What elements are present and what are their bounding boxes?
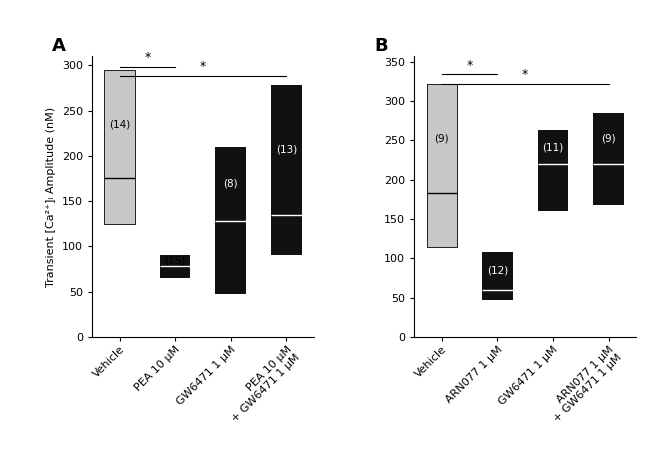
Text: (15): (15) <box>165 256 186 266</box>
Text: B: B <box>374 37 388 55</box>
Bar <box>538 130 568 211</box>
Text: (8): (8) <box>224 179 238 189</box>
Bar <box>482 252 513 300</box>
Text: *: * <box>200 60 206 73</box>
Text: (13): (13) <box>276 145 297 155</box>
Text: *: * <box>466 59 473 72</box>
Text: (12): (12) <box>487 266 508 276</box>
Text: *: * <box>522 68 528 81</box>
Bar <box>104 70 135 224</box>
Text: (9): (9) <box>434 133 449 143</box>
Text: A: A <box>52 37 66 55</box>
Bar <box>593 113 624 205</box>
Text: *: * <box>144 51 150 64</box>
Bar <box>160 256 190 278</box>
Text: (11): (11) <box>543 142 564 152</box>
Bar <box>215 147 246 294</box>
Y-axis label: Transient [Ca²⁺]ᵢ Amplitude (nM): Transient [Ca²⁺]ᵢ Amplitude (nM) <box>46 107 56 286</box>
Text: (9): (9) <box>602 133 616 143</box>
Bar <box>426 84 457 247</box>
Bar <box>271 85 302 256</box>
Text: (14): (14) <box>109 119 131 129</box>
